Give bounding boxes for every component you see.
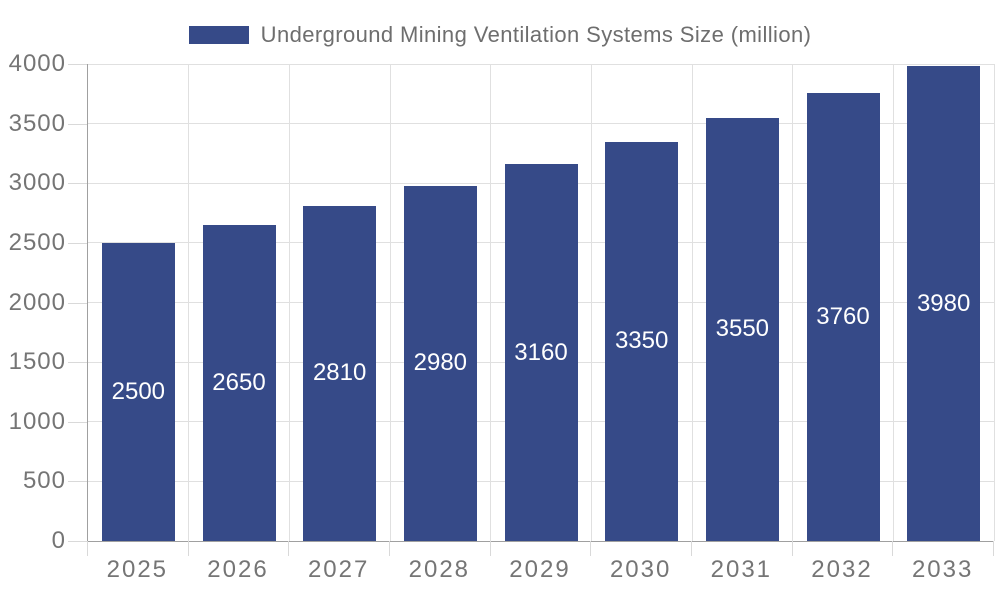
y-axis-tick-label: 2500	[8, 228, 66, 256]
gridline-vertical	[490, 64, 492, 541]
y-axis-tick-label: 500	[22, 467, 66, 495]
bar: 3550	[705, 117, 779, 541]
gridline-vertical	[590, 64, 592, 541]
legend-label: Underground Mining Ventilation Systems S…	[260, 22, 812, 47]
y-tick	[68, 123, 87, 125]
bar: 2500	[101, 242, 175, 541]
y-axis-tick-label: 3500	[8, 109, 66, 137]
x-axis-tick-label: 2031	[710, 556, 773, 583]
y-tick	[68, 242, 87, 244]
x-tick	[791, 541, 793, 556]
bar-value-label: 3980	[916, 289, 971, 317]
gridline-vertical	[288, 64, 290, 541]
legend-swatch	[188, 26, 249, 44]
gridline-vertical	[892, 64, 894, 541]
legend: Underground Mining Ventilation Systems S…	[0, 22, 1000, 48]
y-axis-tick-label: 1000	[8, 407, 66, 435]
gridline-vertical	[389, 64, 391, 541]
bar: 3350	[605, 141, 679, 541]
y-tick	[68, 541, 87, 542]
x-tick	[288, 541, 290, 556]
plot-area: 2500 2650 2810 2980 3160 3350 3550 3760 3980	[87, 63, 995, 542]
gridline-vertical	[188, 64, 190, 541]
x-tick	[389, 541, 390, 556]
x-tick	[691, 541, 692, 556]
gridline-horizontal	[88, 63, 994, 65]
bar-value-label: 2810	[312, 359, 367, 387]
bar-value-label: 2980	[413, 349, 468, 377]
bar-value-label: 2650	[212, 369, 266, 396]
bar-value-label: 2500	[111, 377, 166, 405]
bar: 3980	[907, 66, 981, 541]
bar-value-label: 3550	[715, 315, 770, 343]
x-tick	[489, 541, 491, 556]
y-axis-tick-label: 2000	[8, 288, 66, 316]
x-axis-tick-label: 2028	[408, 556, 471, 583]
y-axis-tick-label: 0	[51, 527, 66, 554]
x-tick	[892, 541, 894, 556]
gridline-horizontal	[88, 123, 994, 125]
bar: 2980	[403, 185, 477, 541]
gridline-vertical	[691, 64, 693, 541]
x-tick	[87, 541, 88, 556]
bar: 3160	[504, 164, 578, 541]
y-axis-tick-label: 1500	[8, 348, 66, 376]
y-tick	[68, 362, 87, 364]
x-tick	[187, 541, 189, 556]
x-axis-tick-label: 2033	[911, 556, 974, 583]
bar: 2810	[303, 205, 377, 541]
y-tick	[68, 302, 87, 304]
x-axis-tick-label: 2025	[106, 556, 169, 583]
y-tick	[68, 183, 87, 185]
bar: 3760	[806, 92, 880, 541]
x-tick	[993, 541, 994, 556]
y-tick	[68, 64, 87, 65]
x-tick	[590, 541, 592, 556]
y-tick	[68, 421, 87, 423]
y-tick	[68, 481, 87, 483]
x-axis-tick-label: 2030	[609, 556, 672, 583]
gridline-vertical	[993, 64, 995, 541]
x-axis-tick-label: 2029	[509, 556, 571, 583]
x-axis-tick-label: 2032	[811, 556, 873, 583]
y-axis-tick-label: 3000	[8, 169, 66, 197]
bar: 2650	[202, 225, 276, 541]
bar-value-label: 3160	[514, 338, 568, 366]
bar-value-label: 3350	[614, 327, 669, 355]
x-axis-tick-label: 2027	[307, 556, 370, 583]
x-axis-tick-label: 2026	[207, 556, 269, 583]
bar-value-label: 3760	[816, 302, 870, 330]
y-axis-tick-label: 4000	[8, 50, 66, 77]
gridline-vertical	[792, 64, 794, 541]
